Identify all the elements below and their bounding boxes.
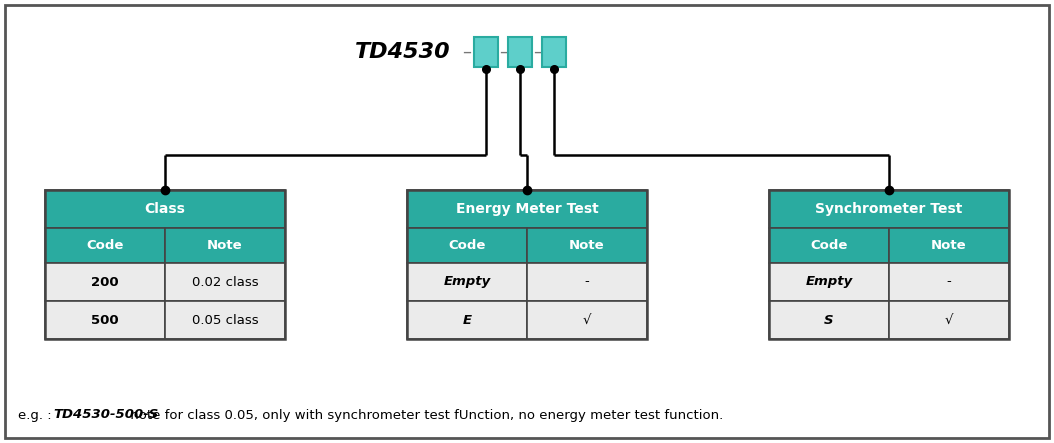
Text: 500: 500 — [92, 314, 119, 326]
Bar — [474, 37, 497, 67]
Text: 200: 200 — [92, 276, 119, 288]
Bar — [889, 228, 1009, 263]
Text: S: S — [824, 314, 834, 326]
Bar — [45, 190, 285, 228]
Text: Note: Note — [931, 239, 967, 252]
Text: √: √ — [944, 314, 953, 326]
Bar — [407, 301, 527, 339]
Text: -: - — [585, 276, 589, 288]
Bar — [889, 263, 1009, 301]
Text: –: – — [462, 43, 471, 61]
Bar — [407, 228, 527, 263]
Bar — [769, 263, 889, 301]
Text: 0.05 class: 0.05 class — [192, 314, 258, 326]
Text: E: E — [463, 314, 471, 326]
Text: Code: Code — [86, 239, 123, 252]
Bar — [542, 37, 566, 67]
Text: Code: Code — [811, 239, 847, 252]
Bar — [407, 263, 527, 301]
Text: Energy Meter Test: Energy Meter Test — [455, 202, 599, 216]
Bar — [769, 228, 889, 263]
Bar — [769, 190, 1009, 228]
Bar — [769, 301, 889, 339]
Text: Code: Code — [448, 239, 486, 252]
Text: TD4530: TD4530 — [355, 42, 451, 62]
Text: Empty: Empty — [444, 276, 490, 288]
Bar — [45, 301, 165, 339]
Bar — [45, 263, 165, 301]
Text: –: – — [533, 43, 542, 61]
Text: 0.02 class: 0.02 class — [192, 276, 258, 288]
Bar — [527, 228, 647, 263]
Bar — [527, 301, 647, 339]
Bar — [889, 301, 1009, 339]
Bar — [45, 228, 165, 263]
Text: Note: Note — [208, 239, 242, 252]
Text: Note: Note — [569, 239, 605, 252]
Bar — [769, 190, 1009, 339]
Bar — [407, 190, 647, 228]
Bar — [527, 263, 647, 301]
Bar — [165, 301, 285, 339]
Text: Synchrometer Test: Synchrometer Test — [816, 202, 962, 216]
Text: –: – — [499, 43, 508, 61]
Text: √: √ — [583, 314, 591, 326]
Text: TD4530-500-S: TD4530-500-S — [54, 408, 159, 421]
Text: note for class 0.05, only with synchrometer test fUnction, no energy meter test : note for class 0.05, only with synchrome… — [125, 408, 723, 421]
Bar — [45, 190, 285, 339]
Text: Empty: Empty — [805, 276, 853, 288]
Text: Class: Class — [144, 202, 186, 216]
Text: -: - — [946, 276, 952, 288]
Text: e.g. :: e.g. : — [18, 408, 56, 421]
Bar — [407, 190, 647, 339]
Bar — [165, 263, 285, 301]
Bar — [508, 37, 532, 67]
Bar — [165, 228, 285, 263]
